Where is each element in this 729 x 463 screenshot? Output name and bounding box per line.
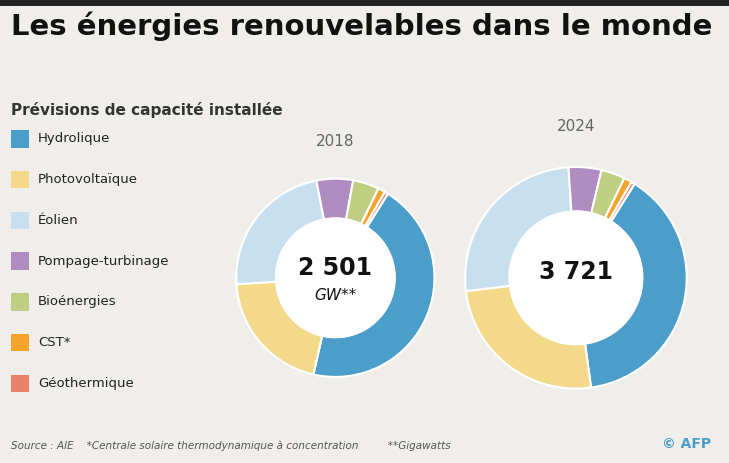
Text: 3 721: 3 721 [539, 260, 613, 284]
Title: 2024: 2024 [557, 119, 595, 134]
Wedge shape [316, 179, 354, 219]
Wedge shape [591, 170, 624, 218]
Text: Les énergies renouvelables dans le monde: Les énergies renouvelables dans le monde [11, 12, 712, 41]
Text: Photovoltaïque: Photovoltaïque [38, 173, 138, 186]
Wedge shape [466, 286, 591, 388]
Text: GW**: GW** [314, 288, 356, 303]
Text: Prévisions de capacité installée: Prévisions de capacité installée [11, 102, 283, 118]
Text: CST*: CST* [38, 336, 71, 349]
Wedge shape [569, 167, 601, 213]
Text: © AFP: © AFP [662, 438, 711, 451]
Text: 2 501: 2 501 [298, 256, 373, 280]
Wedge shape [585, 184, 687, 388]
Wedge shape [465, 167, 572, 291]
Text: Pompage-turbinage: Pompage-turbinage [38, 255, 169, 268]
Text: Éolien: Éolien [38, 214, 79, 227]
Text: Bioénergies: Bioénergies [38, 295, 117, 308]
Title: 2018: 2018 [316, 133, 354, 149]
Wedge shape [609, 182, 635, 221]
Text: Géothermique: Géothermique [38, 377, 133, 390]
Wedge shape [236, 181, 324, 284]
Circle shape [510, 211, 642, 344]
Wedge shape [361, 188, 385, 226]
Wedge shape [605, 178, 631, 220]
Wedge shape [346, 180, 378, 224]
Circle shape [276, 219, 395, 337]
Text: Source : AIE    *Centrale solaire thermodynamique à concentration         **Giga: Source : AIE *Centrale solaire thermodyn… [11, 441, 451, 451]
Text: Hydrolique: Hydrolique [38, 132, 110, 145]
Wedge shape [365, 192, 388, 227]
Wedge shape [313, 194, 434, 377]
Wedge shape [236, 282, 322, 375]
